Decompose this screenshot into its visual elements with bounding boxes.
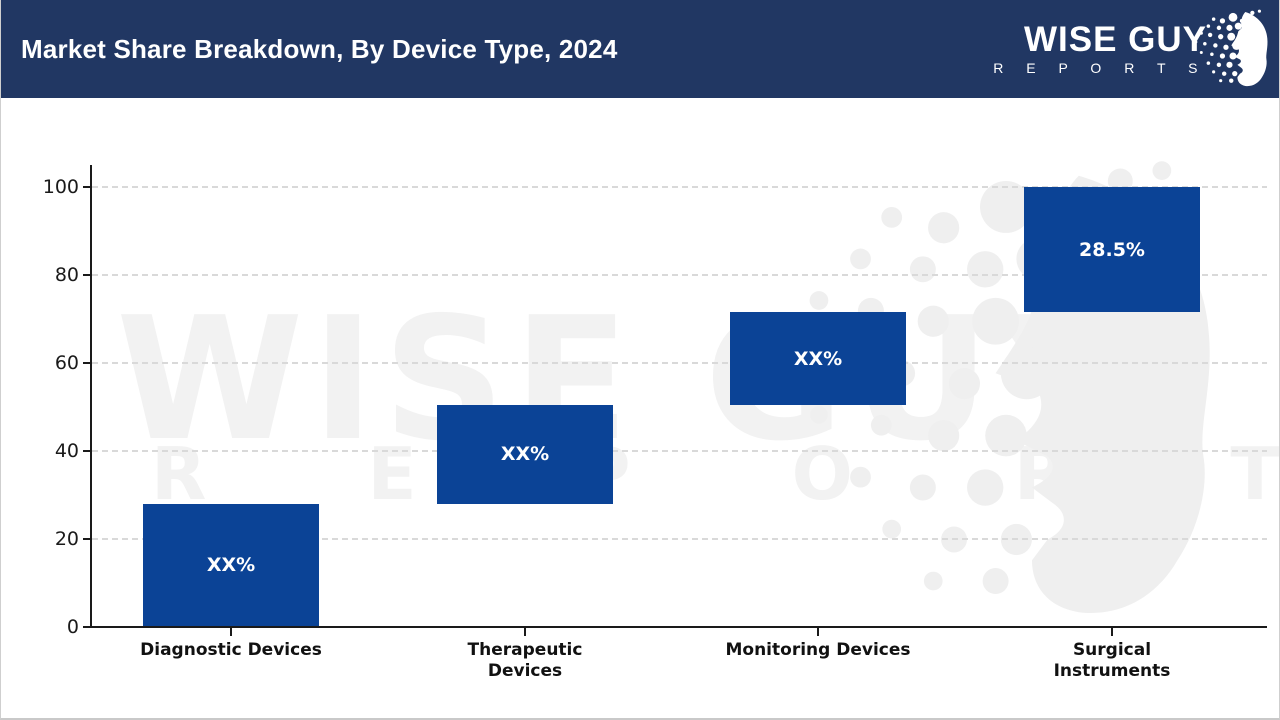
- category-label-4: Surgical Instruments: [1002, 640, 1222, 682]
- brand-subtitle: R E P O R T S: [993, 60, 1207, 76]
- bar-value-label: XX%: [206, 554, 256, 577]
- y-tick-mark-80: [83, 274, 91, 276]
- app-header: Market Share Breakdown, By Device Type, …: [1, 0, 1279, 98]
- y-tick-mark-40: [83, 450, 91, 452]
- bar-value-label: XX%: [500, 443, 550, 466]
- bar-surgical-instruments: 28.5%: [1024, 187, 1200, 313]
- category-label-line: Surgical: [1072, 640, 1152, 660]
- gridline-100: [92, 186, 1267, 188]
- brand-logo-text: WISE GUY R E P O R T S: [993, 22, 1207, 76]
- y-tick-label-20: 20: [54, 528, 79, 550]
- category-label-1: Diagnostic Devices: [121, 640, 341, 661]
- x-tick-mark-1: [230, 628, 232, 636]
- category-label-line: Diagnostic Devices: [140, 640, 322, 660]
- category-label-line: Therapeutic: [467, 640, 583, 660]
- brand-name: WISE GUY: [1023, 20, 1207, 59]
- x-tick-mark-2: [524, 628, 526, 636]
- y-tick-mark-0: [83, 626, 91, 628]
- bar-value-label: XX%: [793, 347, 843, 370]
- brand-dotted-face-icon: [1194, 9, 1268, 87]
- category-label-2: Therapeutic Devices: [415, 640, 635, 682]
- gridline-80: [92, 274, 1267, 276]
- y-tick-label-0: 0: [66, 616, 79, 638]
- bar-diagnostic-devices: XX%: [143, 503, 319, 627]
- category-label-line: Monitoring Devices: [725, 640, 911, 660]
- y-tick-label-100: 100: [42, 176, 79, 198]
- bar-therapeutic-devices: XX%: [437, 404, 613, 504]
- brand-logo: WISE GUY R E P O R T S: [993, 0, 1279, 98]
- x-axis-line: [90, 626, 1267, 628]
- y-tick-mark-60: [83, 362, 91, 364]
- bar-value-label: 28.5%: [1079, 238, 1145, 261]
- gridline-40: [92, 450, 1267, 452]
- y-tick-mark-20: [83, 538, 91, 540]
- bar-monitoring-devices: XX%: [730, 312, 906, 405]
- y-tick-mark-100: [83, 186, 91, 188]
- x-tick-mark-3: [817, 628, 819, 636]
- y-axis-line: [90, 165, 92, 628]
- y-tick-label-80: 80: [54, 264, 79, 286]
- page-title: Market Share Breakdown, By Device Type, …: [21, 33, 618, 64]
- category-label-line: Devices: [487, 661, 563, 681]
- x-tick-mark-4: [1111, 628, 1113, 636]
- y-tick-label-40: 40: [54, 440, 79, 462]
- y-tick-label-60: 60: [54, 352, 79, 374]
- gridline-60: [92, 362, 1267, 364]
- category-label-3: Monitoring Devices: [708, 640, 928, 661]
- gridline-20: [92, 538, 1267, 540]
- category-label-line: Instruments: [1053, 661, 1171, 681]
